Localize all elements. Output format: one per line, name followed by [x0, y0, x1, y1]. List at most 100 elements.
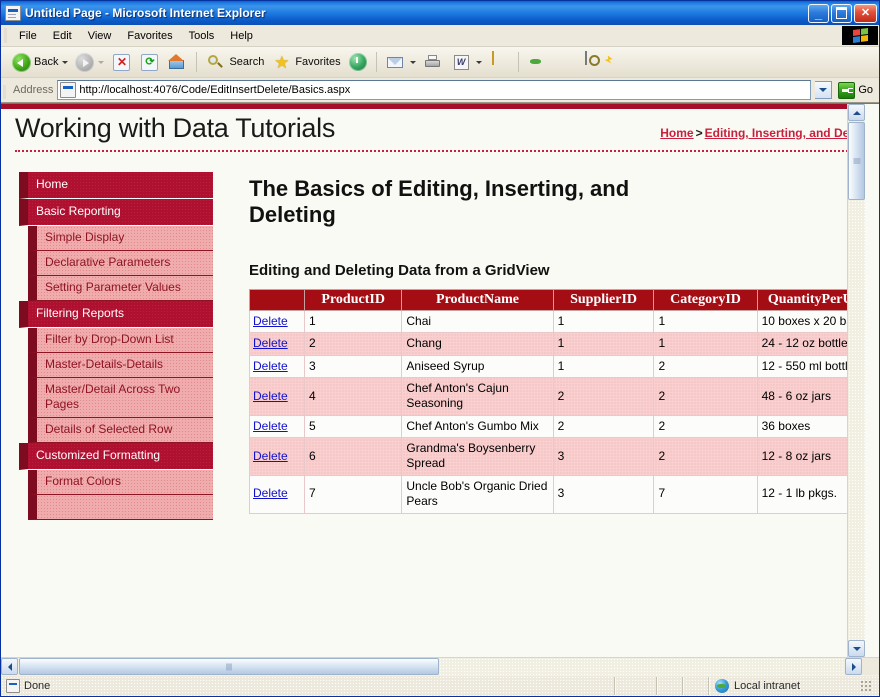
address-bar: Address http://localhost:4076/Code/EditI… [1, 78, 879, 103]
gridview-header-quantityperunit: QuantityPerUnit [756, 288, 847, 311]
gridview-cell-quantityperunit: 10 boxes x 20 bags [756, 309, 847, 334]
gridview-header-productname: ProductName [401, 288, 554, 311]
security-zone-pane[interactable]: Local intranet [709, 677, 879, 695]
delete-link[interactable]: Delete [253, 388, 288, 403]
sidebar-item-label: Declarative Parameters [45, 255, 171, 269]
research-button[interactable] [580, 50, 607, 74]
delete-link[interactable]: Delete [253, 448, 288, 463]
sidebar-item-home[interactable]: Home [19, 172, 213, 199]
messenger-button[interactable] [524, 50, 551, 74]
minimize-icon: _ [814, 5, 823, 21]
print-button[interactable] [420, 50, 447, 74]
horizontal-scrollbar[interactable] [1, 657, 879, 675]
printer-icon [423, 52, 444, 73]
gridview-cell-categoryid: 2 [653, 354, 758, 378]
sidebar-item-customized-formatting[interactable]: Customized Formatting [19, 443, 213, 470]
gridview-cell-command: Delete [249, 414, 305, 439]
delete-link[interactable]: Delete [253, 313, 288, 328]
horizontal-scroll-thumb[interactable] [19, 658, 439, 675]
delete-link[interactable]: Delete [253, 358, 288, 373]
gridview-cell-command: Delete [249, 309, 305, 334]
favorites-button[interactable]: ★ Favorites [268, 50, 343, 74]
sidebar-item-details-of-selected-row[interactable]: Details of Selected Row [28, 418, 213, 443]
resize-grip[interactable] [860, 680, 872, 692]
puppy-button[interactable] [552, 50, 579, 74]
breadcrumb-home-link[interactable]: Home [660, 126, 694, 140]
menu-item-help[interactable]: Help [230, 29, 253, 42]
address-input[interactable]: http://localhost:4076/Code/EditInsertDel… [57, 80, 812, 100]
minimize-button[interactable]: _ [808, 3, 829, 23]
gridview-cell-productid: 2 [303, 332, 403, 356]
back-button[interactable]: Back [9, 50, 71, 74]
star-icon: ★ [274, 52, 290, 72]
gridview-cell-categoryid: 2 [653, 437, 758, 476]
sidebar-item-format-colors[interactable]: Format Colors [28, 470, 213, 495]
gridview-cell-categoryid: 1 [653, 332, 758, 356]
vertical-scrollbar[interactable] [847, 104, 865, 657]
gridview-cell-quantityperunit: 12 - 1 lb pkgs. [756, 474, 847, 514]
menu-item-file[interactable]: File [19, 29, 37, 42]
word-icon: W [453, 54, 469, 70]
gridview-cell-command: Delete [249, 474, 305, 514]
scroll-right-button[interactable] [845, 658, 862, 675]
forward-button[interactable] [72, 50, 107, 74]
address-dropdown-button[interactable] [815, 81, 833, 99]
menu-item-favorites[interactable]: Favorites [127, 29, 173, 42]
security-zone-text: Local intranet [734, 680, 801, 692]
home-button[interactable] [164, 50, 191, 74]
breadcrumb-section-link[interactable]: Editing, Inserting, and Deleting [704, 126, 847, 140]
maximize-button[interactable] [831, 3, 852, 23]
history-button[interactable] [345, 50, 371, 74]
sidebar-item-simple-display[interactable]: Simple Display [28, 226, 213, 251]
content-heading-2: Editing and Deleting Data from a GridVie… [249, 261, 550, 279]
sidebar-item-next[interactable] [28, 495, 213, 520]
gridview-cell-productid: 7 [303, 474, 403, 514]
sidebar-item-label: Master/Detail Across Two Pages [45, 382, 181, 411]
gridview-cell-command: Delete [249, 354, 305, 378]
debug-button[interactable] [608, 50, 635, 74]
close-icon: ✕ [860, 6, 871, 19]
page-title: Working with Data Tutorials [15, 113, 336, 143]
mail-button[interactable] [382, 50, 419, 74]
sidebar-item-master-detail-across-two-pages[interactable]: Master/Detail Across Two Pages [28, 378, 213, 418]
menu-item-tools[interactable]: Tools [188, 29, 215, 42]
sidebar-item-basic-reporting[interactable]: Basic Reporting [19, 199, 213, 226]
sidebar-item-declarative-parameters[interactable]: Declarative Parameters [28, 251, 213, 276]
scroll-left-button[interactable] [1, 658, 18, 675]
toolbar-separator [196, 52, 198, 72]
stop-button[interactable]: ✕ [108, 50, 135, 74]
table-row: Delete 4 Chef Anton's Cajun Seasoning 2 2 48 … [249, 376, 847, 416]
search-button[interactable]: Search [202, 50, 267, 74]
sidebar-item-filter-by-drop-down-list[interactable]: Filter by Drop-Down List [28, 328, 213, 353]
refresh-button[interactable]: ⟳ [136, 50, 163, 74]
menu-item-edit[interactable]: Edit [52, 29, 72, 42]
scroll-up-button[interactable] [848, 104, 865, 121]
close-button[interactable]: ✕ [854, 3, 877, 23]
gridview-header-command [249, 288, 305, 311]
delete-link[interactable]: Delete [253, 486, 288, 501]
sidebar-item-label: Simple Display [45, 230, 125, 244]
vertical-scroll-track[interactable] [848, 201, 865, 640]
favorites-label: Favorites [295, 56, 341, 68]
delete-link[interactable]: Delete [253, 336, 288, 351]
vertical-scroll-thumb[interactable] [848, 122, 865, 200]
gridview-cell-supplierid: 1 [552, 332, 655, 356]
delete-link[interactable]: Delete [253, 418, 288, 433]
go-button[interactable]: Go [836, 81, 877, 99]
horizontal-scroll-track[interactable] [440, 658, 845, 675]
sidebar-item-label: Customized Formatting [36, 448, 161, 462]
status-bar: Done Local intranet [1, 675, 879, 696]
sidebar-item-master-details-details[interactable]: Master-Details-Details [28, 353, 213, 378]
sidebar-item-filtering-reports[interactable]: Filtering Reports [19, 301, 213, 328]
menu-item-view[interactable]: View [87, 29, 112, 42]
edit-word-button[interactable]: W [448, 50, 485, 74]
sidebar-item-setting-parameter-values[interactable]: Setting Parameter Values [28, 276, 213, 301]
chevron-down-icon [475, 60, 482, 64]
forward-arrow-icon [75, 52, 95, 72]
sidebar-item-label: Filtering Reports [36, 306, 125, 320]
notes-button[interactable] [486, 50, 513, 74]
gridview-cell-quantityperunit: 12 - 550 ml bottles [756, 354, 847, 378]
go-arrow-icon [838, 81, 856, 99]
scroll-down-button[interactable] [848, 640, 865, 657]
